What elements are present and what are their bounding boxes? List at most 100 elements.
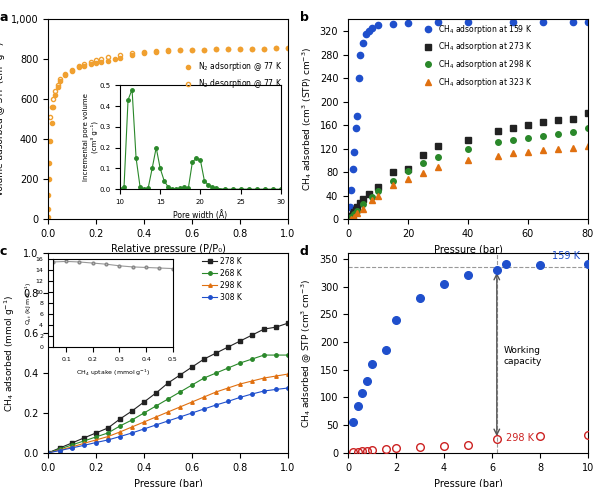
N$_2$ adsorption @ 77 K [80,63,88,69]
298 K [44,450,52,456]
N$_2$ adsorption @ 77 K [112,56,119,62]
N$_2$ desorption @ 77 K [176,48,184,54]
CH$_4$ adsorption at 273 K [356,200,364,206]
Text: 159 K: 159 K [552,251,580,261]
268 K [284,352,292,358]
298 K [284,371,292,377]
278 K [140,399,148,405]
278 K [200,356,208,362]
Legend: 278 K, 268 K, 298 K, 308 K: 278 K, 268 K, 298 K, 308 K [200,255,243,303]
268 K [92,434,100,440]
CH$_4$ adsorption at 323 K [509,150,517,156]
Legend: CH$_4$ adsorption at 159 K, CH$_4$ adsorption at 273 K, CH$_4$ adsorption at 298: CH$_4$ adsorption at 159 K, CH$_4$ adsor… [419,21,534,90]
CH$_4$ adsorption at 159 K [349,166,356,172]
N$_2$ desorption @ 77 K [260,46,268,52]
278 K [272,324,280,330]
N$_2$ adsorption @ 77 K [284,45,292,51]
CH$_4$ adsorption at 159 K [389,20,397,26]
298 K [116,429,124,435]
278 K [116,416,124,422]
268 K [116,423,124,429]
CH$_4$ adsorption at 298 K [584,125,592,131]
Y-axis label: CH$_4$ adsorbed (mmol g$^{-1}$): CH$_4$ adsorbed (mmol g$^{-1}$) [3,295,17,412]
N$_2$ desorption @ 77 K [49,96,56,102]
278 K [284,320,292,326]
CH$_4$ adsorption at 159 K [362,31,370,37]
CH$_4$ adsorption at 323 K [353,210,361,216]
N$_2$ adsorption @ 77 K [224,47,232,53]
CH$_4$ adsorption at 273 K [494,128,502,134]
268 K [104,430,112,436]
N$_2$ adsorption @ 77 K [140,51,148,56]
CH$_4$ adsorption at 159 K [539,19,547,25]
CH$_4$ adsorption at 298 K [389,178,397,184]
CH$_4$ adsorption at 323 K [389,182,397,188]
CH$_4$ adsorption at 273 K [404,166,412,172]
N$_2$ adsorption @ 77 K [272,45,280,51]
CH$_4$ adsorption at 273 K [434,143,442,149]
Text: 298 K: 298 K [506,433,535,443]
268 K [236,360,244,366]
298 K [200,394,208,400]
CH$_4$ adsorption at 323 K [524,149,532,154]
CH$_4$ adsorption at 273 K [349,211,356,217]
308 K [92,440,100,446]
CH$_4$ adsorption at 159 K [359,40,367,46]
Y-axis label: Volume adsorbed @ STP (cm³ g⁻¹): Volume adsorbed @ STP (cm³ g⁻¹) [0,42,5,196]
CH$_4$ adsorption at 159 K [353,113,361,119]
CH$_4$ adsorption at 159 K [346,205,353,210]
Text: Working
capacity: Working capacity [504,346,542,366]
CH$_4$ adsorption at 298 K [464,146,472,151]
278 K [260,326,268,332]
N$_2$ adsorption @ 77 K [61,73,68,78]
CH$_4$ adsorption at 159 K [344,213,352,219]
N$_2$ adsorption @ 77 K [46,160,53,166]
CH$_4$ adsorption at 298 K [524,135,532,141]
308 K [56,448,64,453]
308 K [188,410,196,416]
CH$_4$ adsorption at 159 K [368,25,376,31]
N$_2$ adsorption @ 77 K [49,104,56,110]
N$_2$ adsorption @ 77 K [46,176,53,182]
N$_2$ adsorption @ 77 K [212,47,220,53]
278 K [224,344,232,350]
N$_2$ desorption @ 77 K [48,104,55,110]
278 K [68,440,76,446]
N$_2$ adsorption @ 77 K [152,50,160,56]
CH$_4$ adsorption at 273 K [344,216,352,222]
N$_2$ adsorption @ 77 K [44,206,52,212]
268 K [128,417,136,423]
278 K [176,372,184,378]
N$_2$ adsorption @ 77 K [54,84,61,90]
298 K [260,375,268,381]
CH$_4$ adsorption at 298 K [539,133,547,139]
N$_2$ desorption @ 77 K [61,71,68,77]
CH$_4$ adsorption at 273 K [584,111,592,116]
CH$_4$ adsorption at 323 K [374,193,382,199]
CH$_4$ adsorption at 273 K [374,184,382,190]
268 K [164,396,172,402]
N$_2$ desorption @ 77 K [212,47,220,53]
Text: a: a [0,12,8,24]
CH$_4$ adsorption at 298 K [434,154,442,160]
N$_2$ desorption @ 77 K [188,47,196,53]
Line: CH$_4$ adsorption at 323 K: CH$_4$ adsorption at 323 K [348,143,591,221]
Y-axis label: CH$_4$ adsorbed @ STP (cm$^3$ cm$^{-3}$): CH$_4$ adsorbed @ STP (cm$^3$ cm$^{-3}$) [300,279,314,428]
Line: 268 K: 268 K [46,354,290,455]
278 K [188,364,196,370]
N$_2$ adsorption @ 77 K [76,64,83,70]
N$_2$ adsorption @ 77 K [45,192,52,198]
Text: d: d [300,245,309,258]
308 K [104,437,112,443]
308 K [68,445,76,451]
CH$_4$ adsorption at 323 K [404,176,412,182]
CH$_4$ adsorption at 159 K [365,28,373,34]
308 K [248,391,256,397]
CH$_4$ adsorption at 323 K [350,214,358,220]
308 K [260,388,268,394]
298 K [188,399,196,405]
Line: CH$_4$ adsorption at 298 K: CH$_4$ adsorption at 298 K [347,125,591,221]
N$_2$ desorption @ 77 K [248,46,256,52]
N$_2$ desorption @ 77 K [76,63,83,69]
268 K [224,365,232,371]
